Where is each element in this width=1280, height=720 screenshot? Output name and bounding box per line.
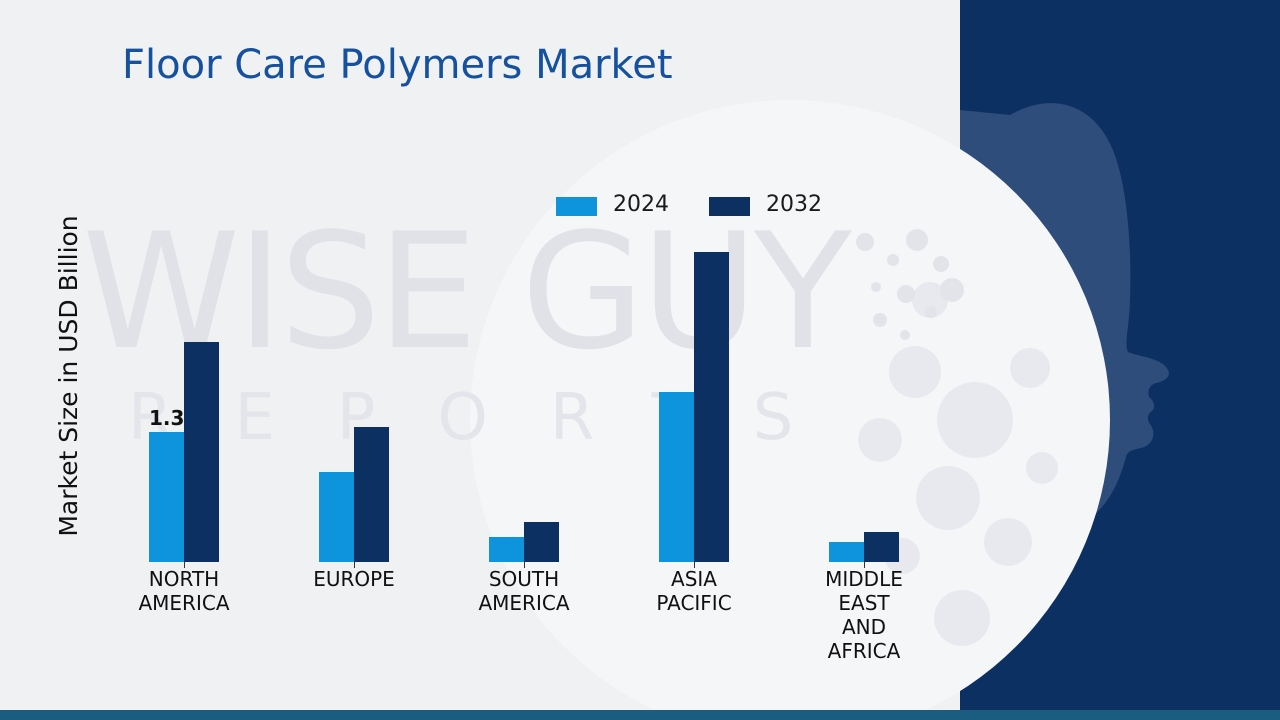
bottom-bar xyxy=(0,710,1280,720)
bar-2024-1 xyxy=(149,432,184,562)
bar-2024-4 xyxy=(659,392,694,562)
decor-blob xyxy=(984,518,1032,566)
decor-blob xyxy=(916,466,980,530)
bar-2024-2 xyxy=(319,472,354,562)
decor-blob xyxy=(1010,348,1050,388)
decor-blob xyxy=(889,346,941,398)
brand-logo: WISE GUY REPORTS xyxy=(960,0,1280,150)
page-title: Floor Care Polymers Market xyxy=(122,42,673,88)
bar-2032-2 xyxy=(354,427,389,562)
bar-2024-5 xyxy=(829,542,864,562)
x-axis-tick xyxy=(354,562,355,568)
bar-value-label: 1.3 xyxy=(149,406,185,430)
decor-blob xyxy=(934,590,990,646)
x-axis-category-label: SOUTH AMERICA xyxy=(478,567,570,615)
bar-2032-5 xyxy=(864,532,899,562)
x-axis-tick xyxy=(864,562,865,568)
x-axis-tick xyxy=(184,562,185,568)
bar-2032-3 xyxy=(524,522,559,562)
bar-2032-4 xyxy=(694,252,729,562)
decor-blob xyxy=(1026,452,1058,484)
x-axis-category-label: NORTH AMERICA xyxy=(138,567,230,615)
bar-chart: NORTH AMERICA EUROPE SOUTH AMERICA ASIA PAC… xyxy=(138,252,903,663)
x-axis-category-label: ASIA PACIFIC xyxy=(656,567,732,615)
x-axis-category-label: MIDDLE EAST AND AFRICA xyxy=(825,567,903,663)
x-axis-category-label: EUROPE xyxy=(313,567,395,591)
bar-2032-1 xyxy=(184,342,219,562)
decor-blob xyxy=(937,382,1013,458)
x-axis-tick xyxy=(694,562,695,568)
bar-2024-3 xyxy=(489,537,524,562)
decor-blob xyxy=(858,418,902,462)
x-axis-tick xyxy=(524,562,525,568)
